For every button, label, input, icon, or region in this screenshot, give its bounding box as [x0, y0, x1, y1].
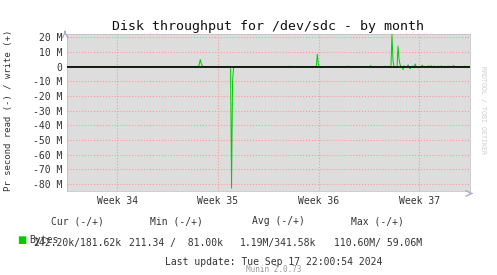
- Text: Munin 2.0.73: Munin 2.0.73: [246, 265, 301, 274]
- Text: Cur (-/+): Cur (-/+): [51, 216, 103, 226]
- Text: 1.19M/341.58k: 1.19M/341.58k: [240, 238, 317, 248]
- Text: Last update: Tue Sep 17 22:00:54 2024: Last update: Tue Sep 17 22:00:54 2024: [165, 257, 382, 267]
- Text: Min (-/+): Min (-/+): [150, 216, 203, 226]
- Text: Max (-/+): Max (-/+): [351, 216, 404, 226]
- Text: 110.60M/ 59.06M: 110.60M/ 59.06M: [333, 238, 422, 248]
- Text: 242.20k/181.62k: 242.20k/181.62k: [33, 238, 121, 248]
- Text: Avg (-/+): Avg (-/+): [252, 216, 305, 226]
- Text: 211.34 /  81.00k: 211.34 / 81.00k: [129, 238, 224, 248]
- Text: ■: ■: [17, 235, 27, 245]
- Text: Pr second read (-) / write (+): Pr second read (-) / write (+): [4, 29, 13, 191]
- Text: RRDTOOL / TOBI OETIKER: RRDTOOL / TOBI OETIKER: [480, 66, 486, 154]
- Text: Bytes: Bytes: [29, 235, 58, 245]
- Title: Disk throughput for /dev/sdc - by month: Disk throughput for /dev/sdc - by month: [112, 20, 424, 33]
